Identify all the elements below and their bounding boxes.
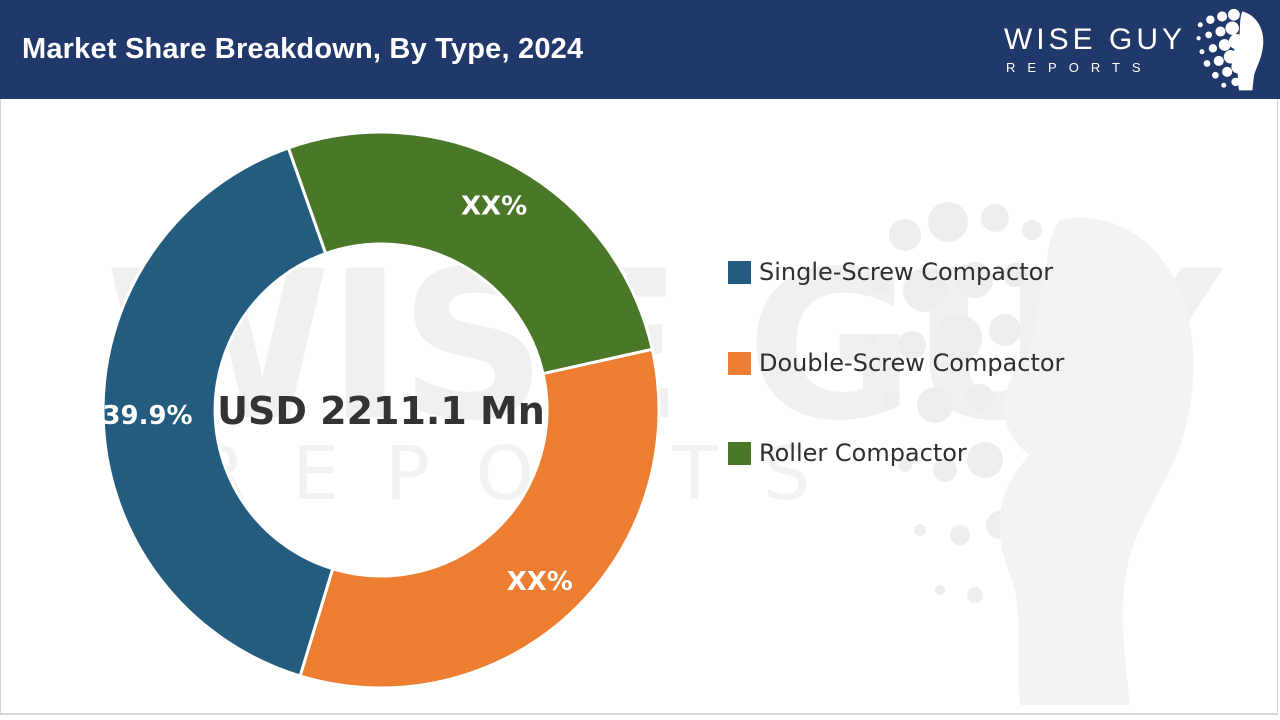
donut-slices: 39.9% XX% XX% xyxy=(101,130,661,690)
slice-single-screw-compactor xyxy=(101,146,335,678)
page-title: Market Share Breakdown, By Type, 2024 xyxy=(22,33,584,65)
legend-label-double-screw: Double-Screw Compactor xyxy=(759,349,1065,377)
logo-wordmark: WISE GUY xyxy=(1003,23,1186,56)
legend-label-roller: Roller Compactor xyxy=(759,439,967,467)
legend-item-double-screw: Double-Screw Compactor xyxy=(728,349,1064,377)
slice-double-screw-compactor xyxy=(298,347,661,690)
legend-label-single-screw: Single-Screw Compactor xyxy=(759,258,1054,286)
slice-label-single-screw-compactor: 39.9% xyxy=(102,401,192,431)
wise-guy-logo: WISE GUY REPORTS xyxy=(1004,8,1266,92)
watermark-reports: REPORTS xyxy=(195,431,857,517)
legend-swatch-single-screw xyxy=(728,260,751,284)
logo-face-icon xyxy=(1196,8,1264,90)
header-bar: Market Share Breakdown, By Type, 2024 WI… xyxy=(0,0,1280,99)
slice-label-double-screw-compactor: XX% xyxy=(507,567,573,597)
slice-roller-compactor xyxy=(286,130,654,376)
legend-item-roller: Roller Compactor xyxy=(728,439,967,467)
legend-item-single-screw: Single-Screw Compactor xyxy=(728,258,1053,286)
slice-label-roller-compactor: XX% xyxy=(461,192,527,222)
chart-center-value: USD 2211.1 Mn xyxy=(217,389,545,433)
legend-swatch-double-screw xyxy=(728,351,751,375)
logo-reports-text: REPORTS xyxy=(1005,60,1153,75)
watermark-face-icon xyxy=(864,202,1194,705)
legend-swatch-roller xyxy=(728,441,751,465)
